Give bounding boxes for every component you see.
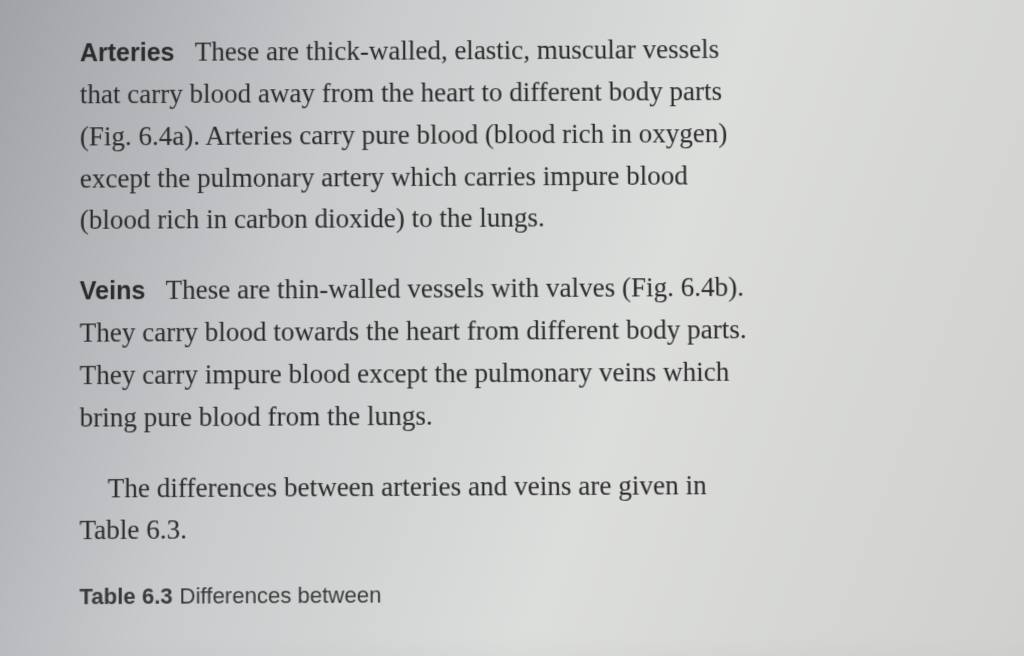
veins-term: Veins bbox=[80, 277, 146, 306]
veins-paragraph: Veins These are thin-walled vessels with… bbox=[80, 266, 980, 440]
diff-line1: The differences between arteries and vei… bbox=[108, 469, 707, 503]
diff-line2: Table 6.3. bbox=[79, 515, 187, 546]
table-caption-row: Table 6.3 Differences between bbox=[79, 570, 981, 617]
arteries-paragraph: Arteries These are thick-walled, elastic… bbox=[80, 28, 977, 243]
veins-line3: They carry impure blood except the pulmo… bbox=[80, 356, 730, 390]
page-bottom-fade bbox=[0, 636, 1024, 656]
table-caption-prefix: Table 6.3 bbox=[79, 584, 172, 610]
arteries-term: Arteries bbox=[80, 39, 175, 68]
arteries-line5: (blood rich in carbon dioxide) to the lu… bbox=[80, 203, 545, 236]
veins-line1: These are thin-walled vessels with valve… bbox=[166, 272, 744, 305]
veins-line4: bring pure blood from the lungs. bbox=[80, 400, 433, 432]
arteries-line4: except the pulmonary artery which carrie… bbox=[80, 160, 688, 193]
arteries-line1: These are thick-walled, elastic, muscula… bbox=[195, 34, 720, 67]
table-caption-rest: Differences between bbox=[180, 583, 382, 609]
arteries-line3: (Fig. 6.4a). Arteries carry pure blood (… bbox=[80, 118, 728, 151]
differences-paragraph: The differences between arteries and vei… bbox=[79, 463, 980, 553]
veins-line2: They carry blood towards the heart from … bbox=[80, 314, 747, 348]
textbook-page: Arteries These are thick-walled, elastic… bbox=[0, 0, 1024, 618]
arteries-line2: that carry blood away from the heart to … bbox=[80, 76, 722, 109]
